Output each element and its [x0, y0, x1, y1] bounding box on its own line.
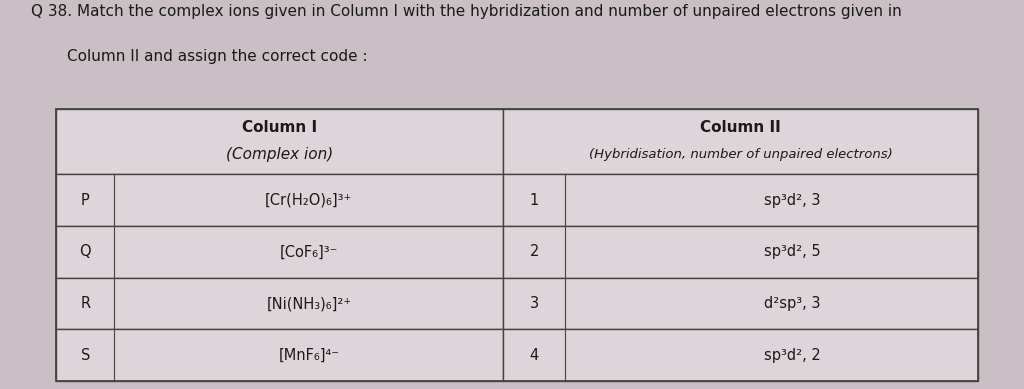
Text: (Complex ion): (Complex ion)	[226, 147, 334, 162]
Text: 1: 1	[529, 193, 539, 208]
Text: P: P	[81, 193, 90, 208]
Text: Column I: Column I	[243, 120, 317, 135]
Text: [MnF₆]⁴⁻: [MnF₆]⁴⁻	[279, 348, 339, 363]
Text: S: S	[81, 348, 90, 363]
Text: sp³d², 3: sp³d², 3	[764, 193, 820, 208]
Text: 3: 3	[529, 296, 539, 311]
Text: Q: Q	[80, 244, 91, 259]
Text: Q 38. Match the complex ions given in Column I with the hybridization and number: Q 38. Match the complex ions given in Co…	[31, 4, 901, 19]
Text: Column II and assign the correct code :: Column II and assign the correct code :	[67, 49, 368, 64]
Text: sp³d², 2: sp³d², 2	[764, 348, 820, 363]
Text: [CoF₆]³⁻: [CoF₆]³⁻	[280, 244, 338, 259]
Text: d²sp³, 3: d²sp³, 3	[764, 296, 820, 311]
Text: 4: 4	[529, 348, 539, 363]
Text: (Hybridisation, number of unpaired electrons): (Hybridisation, number of unpaired elect…	[589, 148, 893, 161]
Text: R: R	[80, 296, 90, 311]
Text: sp³d², 5: sp³d², 5	[764, 244, 820, 259]
Text: Column II: Column II	[700, 120, 781, 135]
Text: [Ni(NH₃)₆]²⁺: [Ni(NH₃)₆]²⁺	[266, 296, 351, 311]
Text: [Cr(H₂O)₆]³⁺: [Cr(H₂O)₆]³⁺	[265, 193, 352, 208]
Text: 2: 2	[529, 244, 539, 259]
